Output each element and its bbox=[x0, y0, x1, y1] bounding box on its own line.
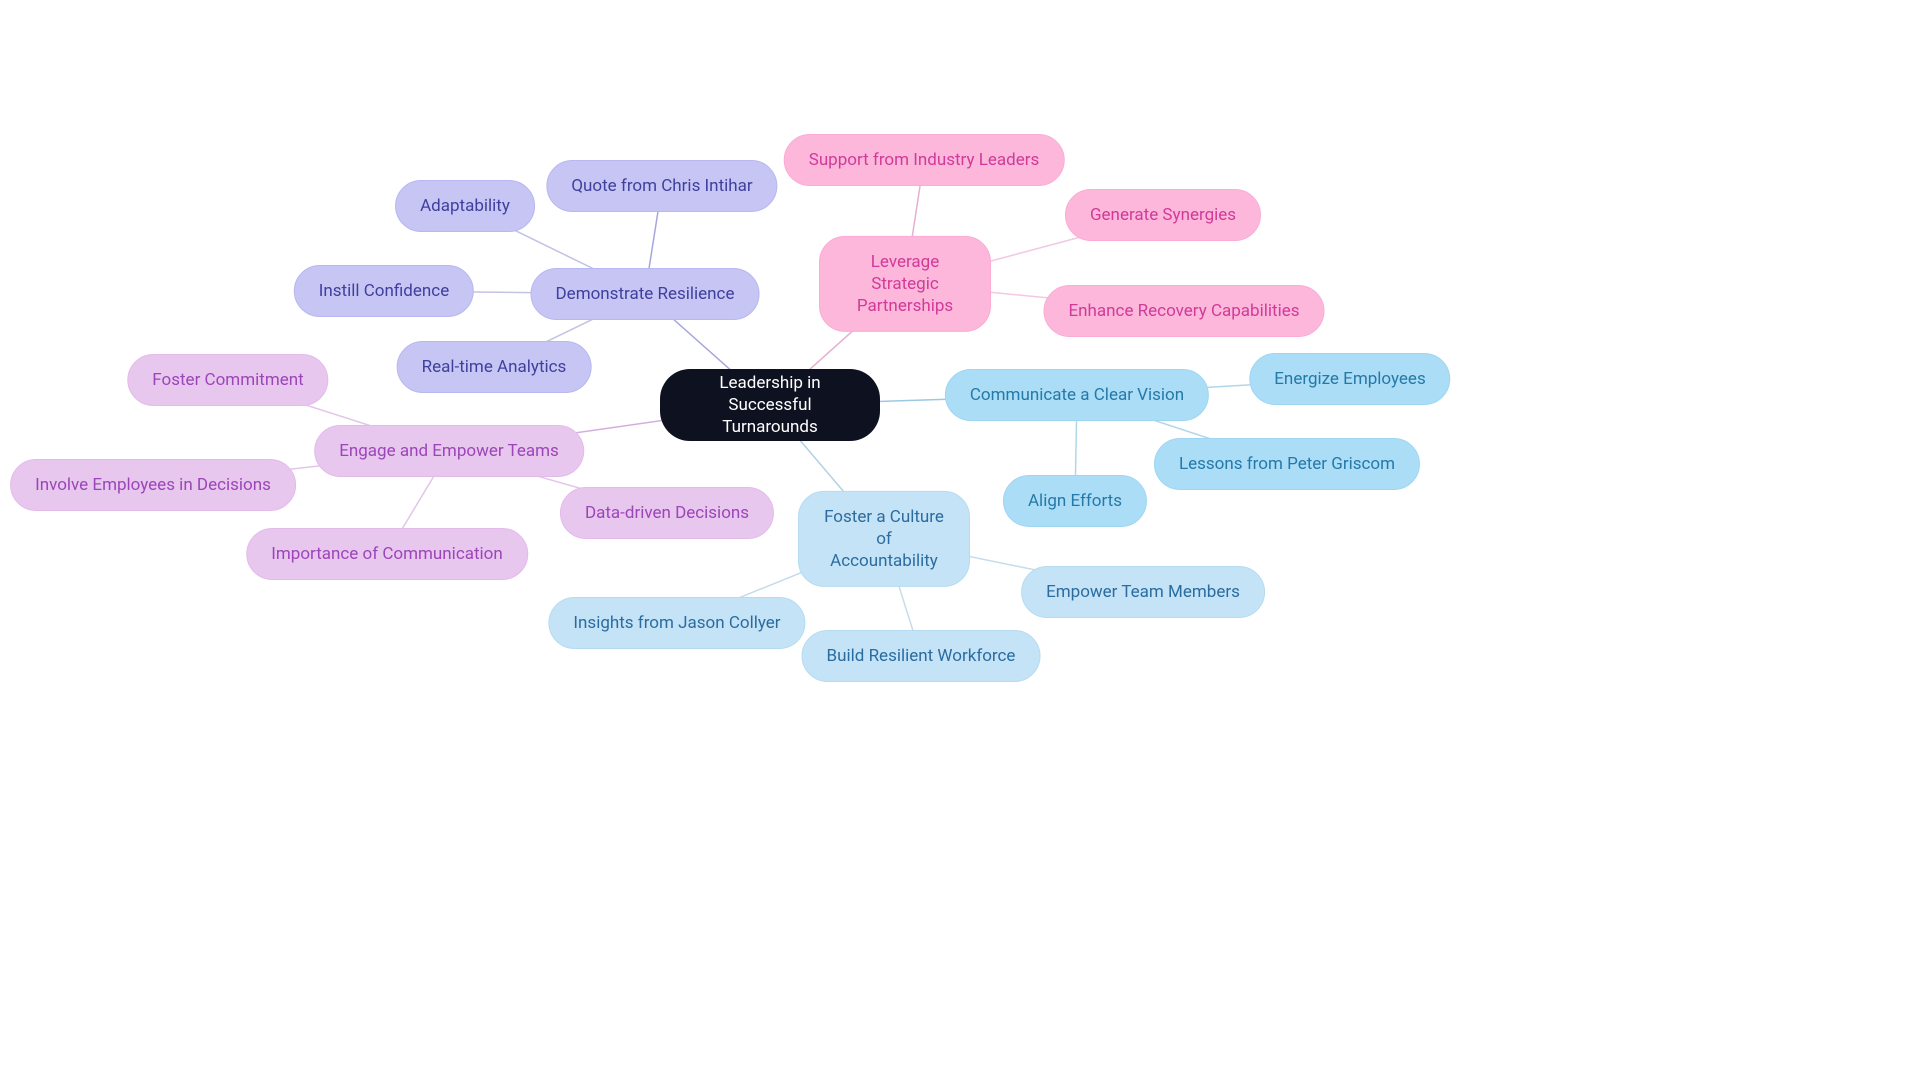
node-adaptability: Adaptability bbox=[395, 180, 535, 232]
node-collyer: Insights from Jason Collyer bbox=[548, 597, 805, 649]
node-recovery: Enhance Recovery Capabilities bbox=[1044, 285, 1325, 337]
node-comm_imp: Importance of Communication bbox=[246, 528, 528, 580]
node-griscom: Lessons from Peter Griscom bbox=[1154, 438, 1420, 490]
node-quote_chris: Quote from Chris Intihar bbox=[546, 160, 777, 212]
node-center: Leadership in Successful Turnarounds bbox=[660, 369, 880, 441]
node-foster_commit: Foster Commitment bbox=[127, 354, 328, 406]
node-involve: Involve Employees in Decisions bbox=[10, 459, 296, 511]
node-vision: Communicate a Clear Vision bbox=[945, 369, 1209, 421]
node-analytics: Real-time Analytics bbox=[397, 341, 592, 393]
node-data_driven: Data-driven Decisions bbox=[560, 487, 774, 539]
node-instill_conf: Instill Confidence bbox=[294, 265, 474, 317]
node-engage: Engage and Empower Teams bbox=[314, 425, 584, 477]
node-resilience: Demonstrate Resilience bbox=[531, 268, 760, 320]
node-accountability: Foster a Culture of Accountability bbox=[798, 491, 970, 587]
node-empower_tm: Empower Team Members bbox=[1021, 566, 1265, 618]
node-support_leaders: Support from Industry Leaders bbox=[784, 134, 1065, 186]
node-partnerships: Leverage Strategic Partnerships bbox=[819, 236, 991, 332]
node-synergies: Generate Synergies bbox=[1065, 189, 1261, 241]
node-align: Align Efforts bbox=[1003, 475, 1147, 527]
node-energize: Energize Employees bbox=[1249, 353, 1450, 405]
node-resilient_wf: Build Resilient Workforce bbox=[802, 630, 1041, 682]
